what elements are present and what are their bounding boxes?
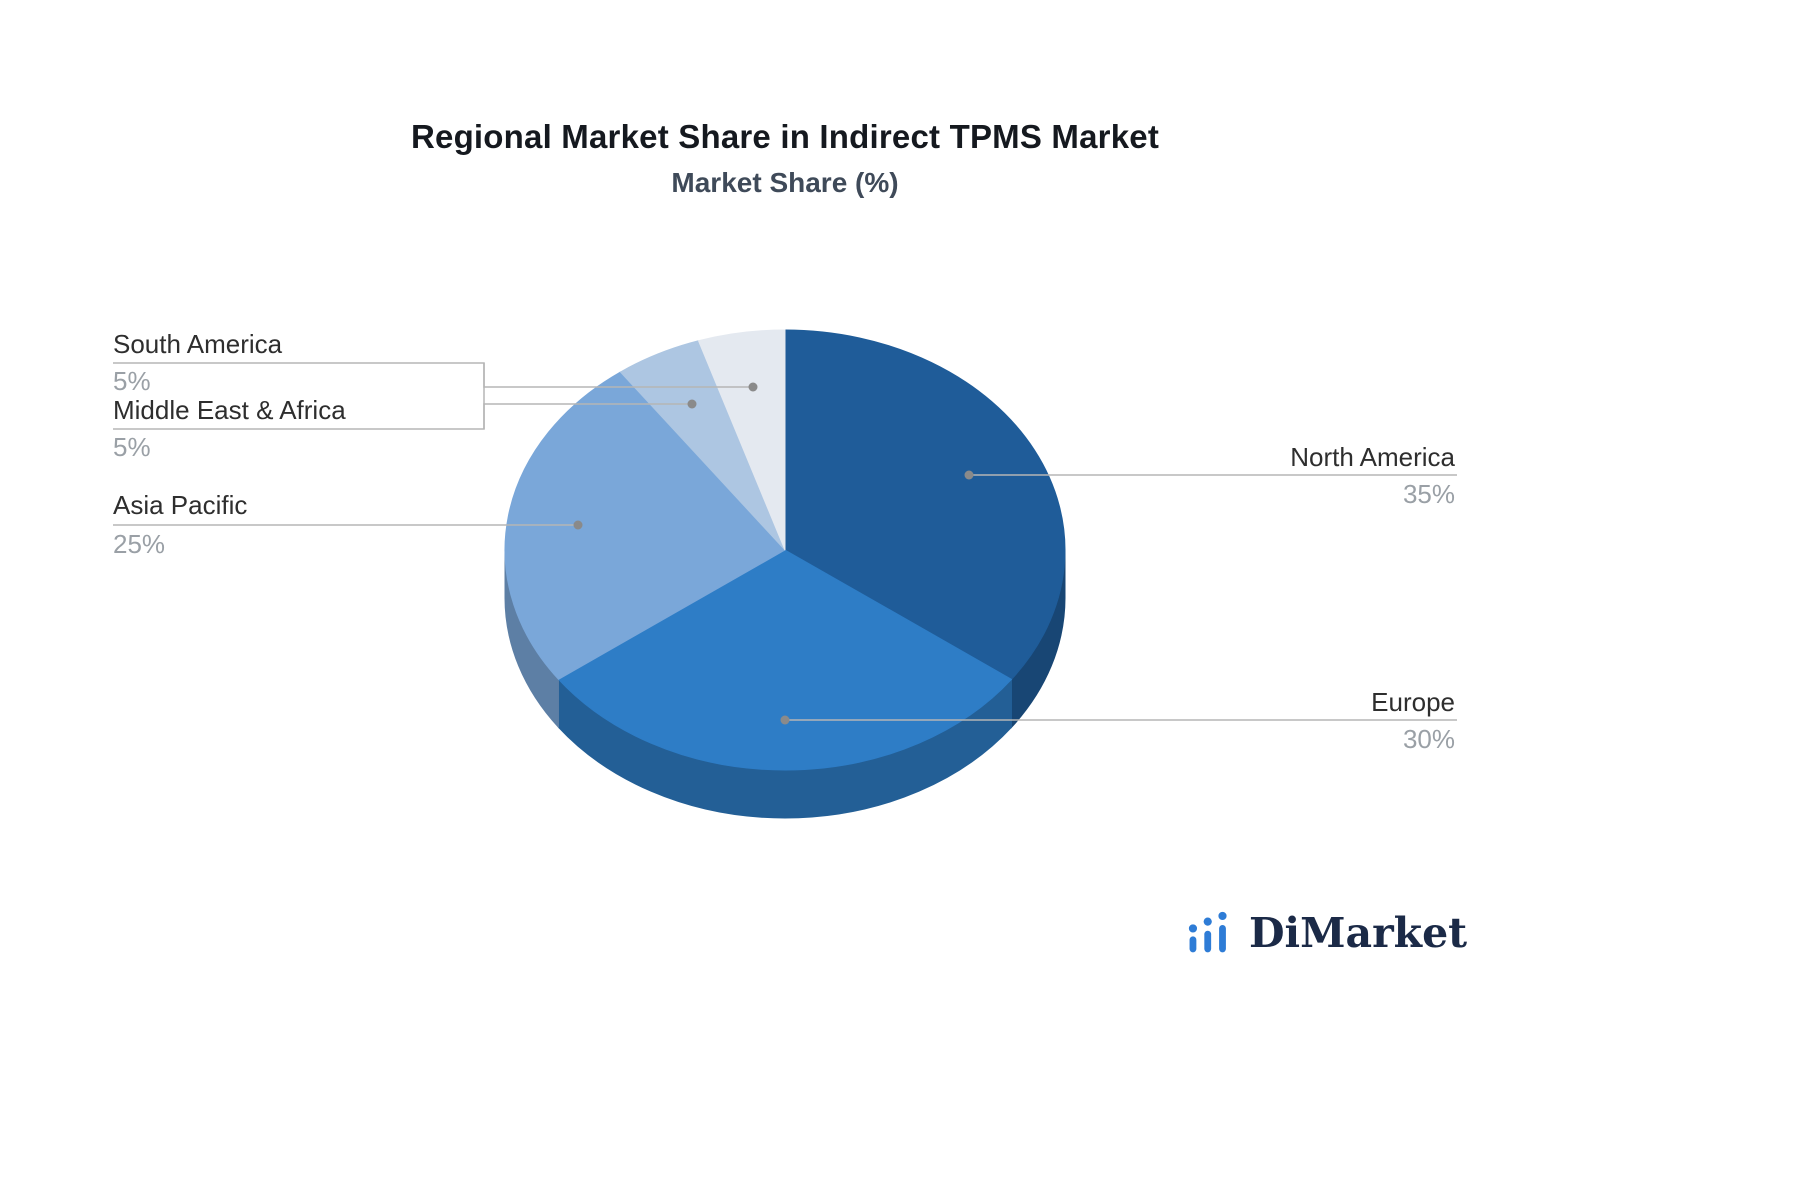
brand-logo-text: DiMarket — [1249, 909, 1468, 957]
leader-lines — [113, 362, 1457, 721]
label-north-america: North America — [1290, 442, 1455, 472]
value-middle-east-africa: 5% — [113, 432, 151, 462]
anchor-dot-north-america — [964, 470, 974, 480]
anchor-dot-europe — [780, 715, 790, 725]
anchor-dot-asia-pacific — [573, 520, 583, 530]
value-europe: 30% — [1402, 724, 1455, 754]
pie-slice-north-america — [784, 329, 1066, 680]
chart-subtitle: Market Share (%) — [671, 167, 899, 198]
pie-slice-asia-pacific — [504, 371, 786, 680]
label-middle-east-africa: Middle East & Africa — [113, 395, 346, 425]
pie-slice-south-america — [697, 329, 786, 551]
brand-logo: DiMarket — [1185, 908, 1467, 958]
pie-slice-europe — [557, 549, 1013, 771]
value-south-america: 5% — [113, 366, 151, 396]
label-south-america: South America — [113, 329, 283, 359]
anchor-dot-south-america — [748, 382, 758, 392]
label-asia-pacific: Asia Pacific — [113, 490, 248, 520]
anchor-dot-middle-east-africa — [687, 399, 697, 409]
leader-line-south-america — [113, 362, 753, 388]
bar-chart-icon — [1188, 911, 1227, 953]
label-europe: Europe — [1371, 687, 1455, 717]
value-north-america: 35% — [1402, 479, 1455, 509]
value-asia-pacific: 25% — [113, 529, 166, 559]
leader-dots — [573, 382, 974, 725]
chart-title: Regional Market Share in Indirect TPMS M… — [410, 118, 1160, 155]
